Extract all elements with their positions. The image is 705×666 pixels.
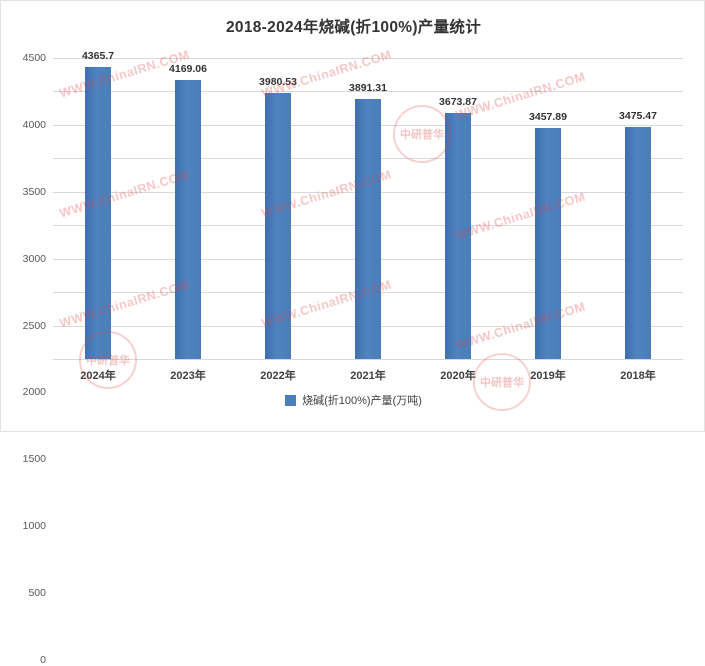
y-axis-tick-label: 4500 <box>22 52 46 64</box>
y-axis-tick-label: 2500 <box>22 319 46 332</box>
x-axis-tick-label: 2019年 <box>530 370 566 382</box>
bar[interactable] <box>265 92 291 359</box>
bar[interactable] <box>85 66 111 359</box>
bar-value-label: 3673.87 <box>439 96 477 109</box>
x-axis-tick-label: 2021年 <box>350 370 386 382</box>
x-axis-tick-label: 2022年 <box>260 370 296 382</box>
x-axis-tick-label: 2018年 <box>620 370 656 382</box>
y-axis-tick-label: 3500 <box>22 185 46 198</box>
chart-title: 2018-2024年烧碱(折100%)产量统计 <box>226 19 481 36</box>
bar[interactable] <box>625 126 651 359</box>
y-axis-tick-label: 4000 <box>22 118 46 131</box>
y-axis-tick-label: 0 <box>40 654 46 666</box>
bar[interactable] <box>445 113 471 359</box>
plot-area: 0 500 1000 1500 2000 2500 3000 3500 4000 4500 4365… <box>23 50 683 666</box>
bar-value-label: 3980.53 <box>259 75 297 88</box>
y-gridline: 4000 <box>23 91 683 131</box>
y-axis-tick-label: 2000 <box>22 386 46 399</box>
legend-label: 烧碱(折100%)产量(万吨) <box>302 395 422 407</box>
y-gridline: 0 <box>40 359 683 666</box>
y-gridline: 4500 <box>23 52 683 64</box>
bar-value-label: 3457.89 <box>529 110 567 123</box>
bar[interactable] <box>535 127 561 359</box>
x-axis-tick-label: 2023年 <box>170 370 206 382</box>
chart-legend: 烧碱(折100%)产量(万吨) <box>1 392 705 408</box>
x-axis-tick-label: 2024年 <box>80 370 116 382</box>
bar[interactable] <box>355 98 381 359</box>
bar-value-label: 4169.06 <box>169 63 207 76</box>
bar[interactable] <box>175 80 201 359</box>
legend-swatch <box>285 394 297 406</box>
y-axis-tick-label: 3000 <box>22 252 46 265</box>
y-axis-tick-label: 1000 <box>22 520 46 533</box>
x-axis-tick-label: 2020年 <box>440 370 476 382</box>
bar-value-label: 3891.31 <box>349 81 387 94</box>
bar-value-label: 4365.7 <box>81 49 115 62</box>
y-axis-tick-label: 1500 <box>22 453 46 466</box>
bar-value-label: 3475.47 <box>619 109 657 122</box>
y-axis-tick-label: 500 <box>28 587 46 600</box>
